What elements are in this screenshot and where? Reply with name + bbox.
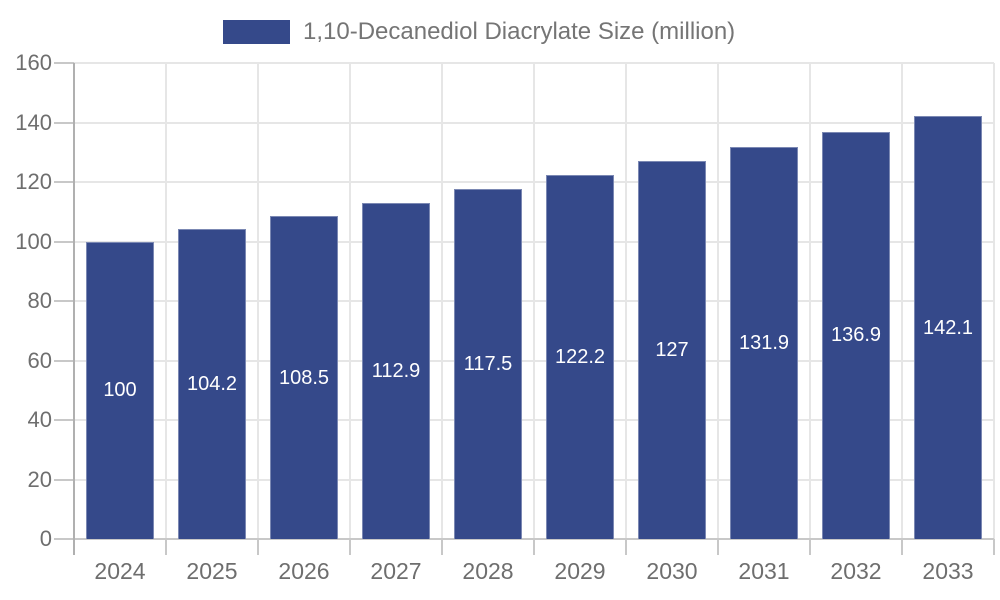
x-tick-label: 2025 (186, 558, 238, 584)
x-gridline (625, 63, 627, 539)
x-gridline (165, 63, 167, 539)
x-tick-label: 2032 (830, 558, 882, 584)
y-tick-label: 100 (15, 228, 52, 254)
bar (914, 116, 982, 539)
legend-label: 1,10-Decanediol Diacrylate Size (million… (303, 18, 736, 45)
bar-value-label: 117.5 (463, 353, 513, 376)
y-tick-label: 160 (15, 50, 52, 75)
x-tick (349, 539, 351, 555)
x-tick-label: 2029 (554, 558, 606, 584)
x-tick (809, 539, 811, 555)
x-tick (625, 539, 627, 555)
y-tick-label: 0 (39, 526, 52, 551)
x-gridline (257, 63, 259, 539)
x-axis-line (74, 538, 994, 540)
bar (454, 189, 522, 539)
bar-value-label: 127 (655, 339, 689, 362)
y-tick-label: 120 (15, 169, 52, 194)
x-gridline (349, 63, 351, 539)
bar (86, 241, 154, 539)
y-tick (54, 478, 74, 481)
x-tick-label: 2026 (278, 558, 330, 584)
x-tick (441, 539, 443, 555)
x-tick (165, 539, 167, 555)
x-gridline (441, 63, 443, 539)
bar-value-label: 104.2 (186, 373, 238, 395)
x-tick-label: 2028 (462, 558, 514, 584)
x-tick (901, 539, 903, 555)
x-gridline (901, 63, 903, 539)
bar (362, 203, 430, 539)
y-tick-label: 60 (27, 347, 52, 373)
bar-value-label: 142.1 (922, 316, 974, 339)
bar-value-label: 136.9 (830, 324, 882, 347)
x-gridline (533, 63, 535, 539)
x-tick-label: 2030 (646, 558, 698, 584)
bar-value-label: 131.9 (738, 331, 790, 354)
y-tick (54, 240, 74, 243)
y-tick (54, 62, 74, 64)
x-gridline (809, 63, 811, 539)
bar (546, 175, 614, 539)
bar (638, 161, 706, 539)
x-tick (717, 539, 719, 555)
x-gridline (717, 63, 719, 539)
y-tick-label: 40 (27, 407, 52, 432)
y-tick (54, 419, 74, 421)
x-tick-label: 2024 (94, 558, 146, 584)
y-tick (54, 121, 74, 124)
x-tick (257, 539, 259, 555)
bar-value-label: 100 (103, 379, 137, 402)
x-tick (533, 539, 535, 555)
x-tick-label: 2031 (738, 558, 790, 584)
bar (270, 216, 338, 539)
x-gridline (993, 63, 995, 539)
y-axis-line (73, 63, 75, 555)
x-tick-label: 2027 (370, 558, 422, 584)
bar-value-label: 122.2 (554, 346, 606, 369)
y-tick (54, 181, 74, 183)
legend-swatch-icon (223, 20, 290, 44)
bar (730, 146, 798, 539)
bar (822, 131, 890, 539)
x-tick-label: 2033 (922, 558, 974, 584)
y-tick (54, 538, 74, 540)
y-tick-label: 20 (27, 466, 52, 492)
x-tick (993, 539, 995, 555)
bar-value-label: 108.5 (278, 366, 330, 389)
y-tick (54, 300, 74, 302)
bar (178, 229, 246, 539)
y-tick-label: 140 (15, 109, 52, 135)
chart-legend: 1,10-Decanediol Diacrylate Size (million… (223, 18, 735, 46)
y-tick (54, 359, 74, 362)
y-tick-label: 80 (27, 288, 52, 313)
bar-value-label: 112.9 (371, 360, 421, 383)
